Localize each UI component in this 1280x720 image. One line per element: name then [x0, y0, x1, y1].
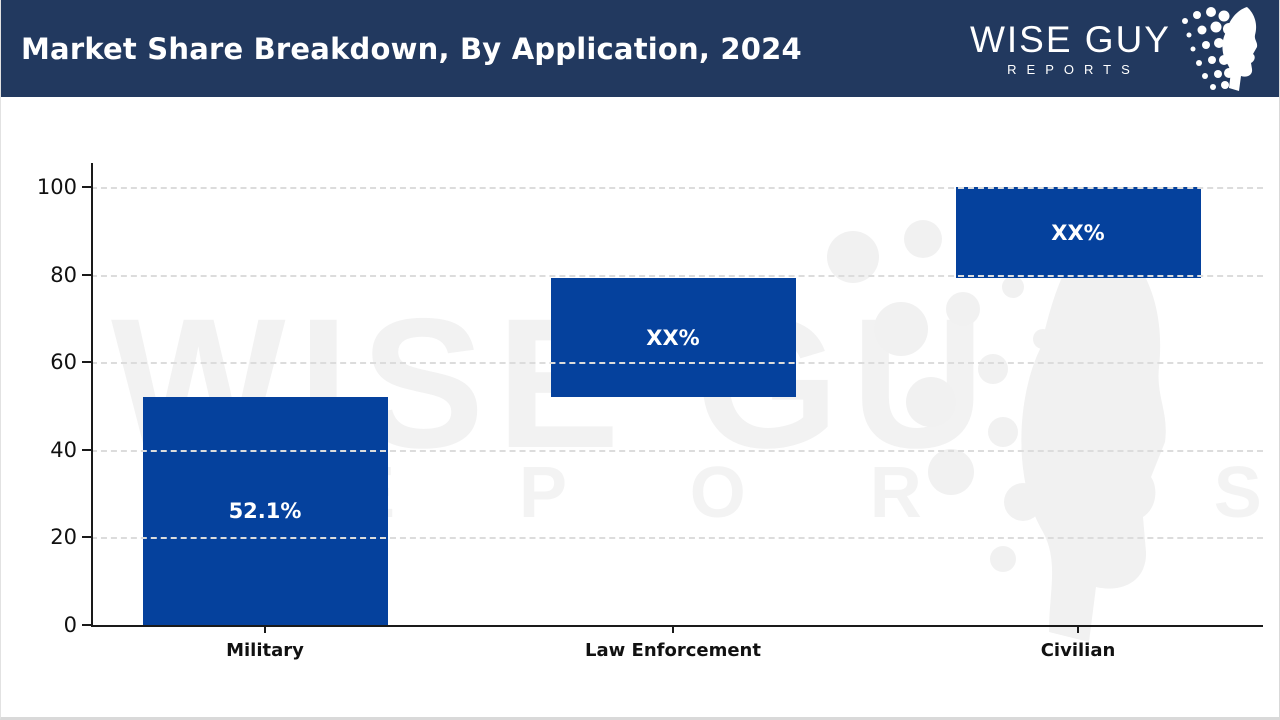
- x-tick-label: Law Enforcement: [585, 640, 761, 661]
- gridline-60: [91, 362, 1263, 365]
- y-tick-mark: [82, 273, 91, 276]
- y-tick-mark: [82, 448, 91, 451]
- bar-value-label: XX%: [646, 325, 700, 350]
- report-header: Market Share Breakdown, By Application, …: [1, 0, 1279, 97]
- y-tick-label: 80: [50, 262, 77, 287]
- gridline-40: [91, 449, 1263, 452]
- bar-law-enforcement: [550, 278, 796, 397]
- bar-value-label: 52.1%: [228, 498, 302, 523]
- x-tick-mark: [672, 625, 674, 633]
- y-tick-label: 40: [50, 437, 77, 462]
- gridline-80: [91, 274, 1263, 277]
- y-tick-mark: [82, 186, 91, 189]
- x-axis-line: [91, 625, 1263, 627]
- y-tick-label: 20: [50, 525, 77, 550]
- y-tick-label: 60: [50, 350, 77, 375]
- y-tick-label: 0: [63, 613, 77, 637]
- logo-wordmark: WISE GUY: [969, 18, 1171, 60]
- chart-title: Market Share Breakdown, By Application, …: [21, 31, 802, 66]
- bar-military: [142, 396, 388, 625]
- x-tick-label: Civilian: [1040, 640, 1116, 661]
- logo-head-icon: [1182, 6, 1258, 91]
- y-tick-mark: [82, 361, 91, 364]
- y-tick-mark: [82, 624, 91, 626]
- gridline-20: [91, 537, 1263, 540]
- wiseguy-logo: WISE GUY REPORTS: [970, 5, 1265, 93]
- y-tick-label: 100: [36, 175, 77, 200]
- x-tick-label: Military: [226, 640, 304, 661]
- logo-text: WISE GUY REPORTS: [970, 21, 1171, 77]
- gridline-100: [91, 187, 1263, 190]
- y-tick-mark: [82, 536, 91, 539]
- y-axis-line: [91, 163, 93, 627]
- x-tick-mark: [264, 625, 266, 633]
- logo-subtext: REPORTS: [1007, 61, 1140, 77]
- bar-value-label: XX%: [1051, 220, 1105, 245]
